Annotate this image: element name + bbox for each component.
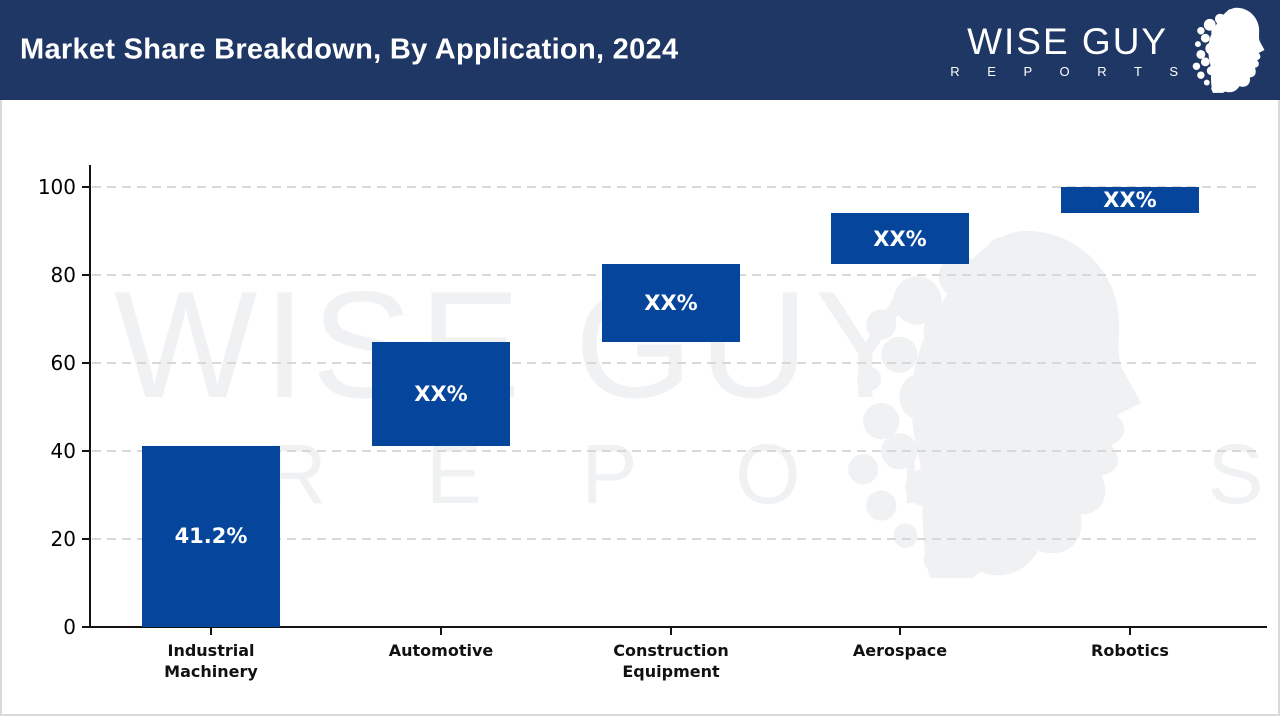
brand-wordmark: WISE GUY R E P O R T S — [945, 23, 1190, 78]
bar-robotics: XX% — [1061, 187, 1199, 214]
bar-industrial-machinery: 41.2% — [142, 445, 280, 627]
x-category-label: Aerospace — [852, 641, 948, 660]
x-axis-line — [89, 626, 1267, 628]
y-tick — [82, 362, 89, 364]
gridline — [92, 538, 1262, 540]
y-tick-label: 80 — [50, 263, 76, 287]
y-tick-label: 0 — [63, 615, 76, 639]
y-tick-label: 20 — [50, 527, 76, 551]
brand-face-icon — [1192, 7, 1265, 93]
x-tick — [210, 628, 212, 635]
gridline — [92, 362, 1262, 364]
y-axis-line — [89, 165, 91, 628]
bar-automotive: XX% — [372, 342, 510, 446]
y-tick — [82, 450, 89, 452]
x-tick — [1129, 628, 1131, 635]
x-category-label: Automotive — [388, 641, 494, 660]
bar-value-label: XX% — [644, 291, 698, 316]
gridline — [92, 450, 1262, 452]
x-tick — [440, 628, 442, 635]
y-tick-label: 40 — [50, 439, 76, 463]
bar-aerospace: XX% — [831, 213, 969, 264]
page-title: Market Share Breakdown, By Application, … — [20, 33, 679, 66]
gridline — [92, 186, 1262, 188]
brand-logo: WISE GUY R E P O R T S — [945, 4, 1266, 96]
x-tick — [899, 628, 901, 635]
brand-name: WISE GUY — [967, 20, 1169, 62]
x-category-label: Construction Equipment — [613, 641, 729, 681]
y-tick — [82, 186, 89, 188]
x-category-label: Robotics — [1091, 641, 1169, 660]
bar-value-label: XX% — [873, 226, 927, 251]
bar-construction-equipment: XX% — [602, 264, 740, 343]
card-border-right — [1278, 100, 1280, 716]
bar-value-label: XX% — [1103, 188, 1157, 213]
card-border-left — [0, 100, 2, 716]
y-tick-label: 60 — [50, 351, 76, 375]
y-tick — [82, 274, 89, 276]
app-header: Market Share Breakdown, By Application, … — [0, 0, 1280, 100]
brand-subname: R E P O R T S — [950, 63, 1190, 79]
bar-value-label: 41.2% — [174, 524, 248, 549]
y-tick — [82, 626, 89, 628]
y-tick-label: 100 — [37, 175, 76, 199]
watermark-face-icon — [848, 230, 1141, 578]
watermark-wordmark: WISE GUY — [114, 260, 923, 430]
x-tick — [670, 628, 672, 635]
x-category-label: Industrial Machinery — [164, 641, 258, 681]
y-tick — [82, 538, 89, 540]
card-border-bottom — [0, 714, 1280, 716]
bar-value-label: XX% — [414, 382, 468, 406]
